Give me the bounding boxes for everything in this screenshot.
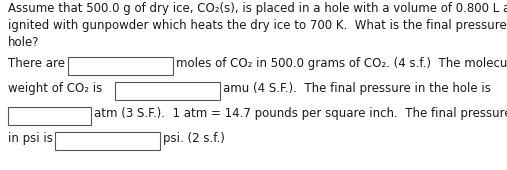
Text: Assume that 500.0 g of dry ice, CO₂(s), is placed in a hole with a volume of 0.8: Assume that 500.0 g of dry ice, CO₂(s), … [8, 2, 507, 15]
Text: ignited with gunpowder which heats the dry ice to 700 K.  What is the final pres: ignited with gunpowder which heats the d… [8, 19, 507, 32]
Text: in psi is: in psi is [8, 132, 53, 145]
FancyBboxPatch shape [55, 132, 160, 150]
Text: amu (4 S.F.).  The final pressure in the hole is: amu (4 S.F.). The final pressure in the … [223, 82, 491, 95]
FancyBboxPatch shape [8, 107, 91, 125]
Text: There are: There are [8, 57, 65, 70]
Text: weight of CO₂ is: weight of CO₂ is [8, 82, 102, 95]
FancyBboxPatch shape [115, 82, 220, 100]
Text: atm (3 S.F.).  1 atm = 14.7 pounds per square inch.  The final pressure: atm (3 S.F.). 1 atm = 14.7 pounds per sq… [94, 107, 507, 120]
FancyBboxPatch shape [68, 57, 173, 75]
Text: moles of CO₂ in 500.0 grams of CO₂. (4 s.f.)  The molecular: moles of CO₂ in 500.0 grams of CO₂. (4 s… [176, 57, 507, 70]
Text: hole?: hole? [8, 36, 40, 49]
Text: psi. (2 s.f.): psi. (2 s.f.) [163, 132, 225, 145]
